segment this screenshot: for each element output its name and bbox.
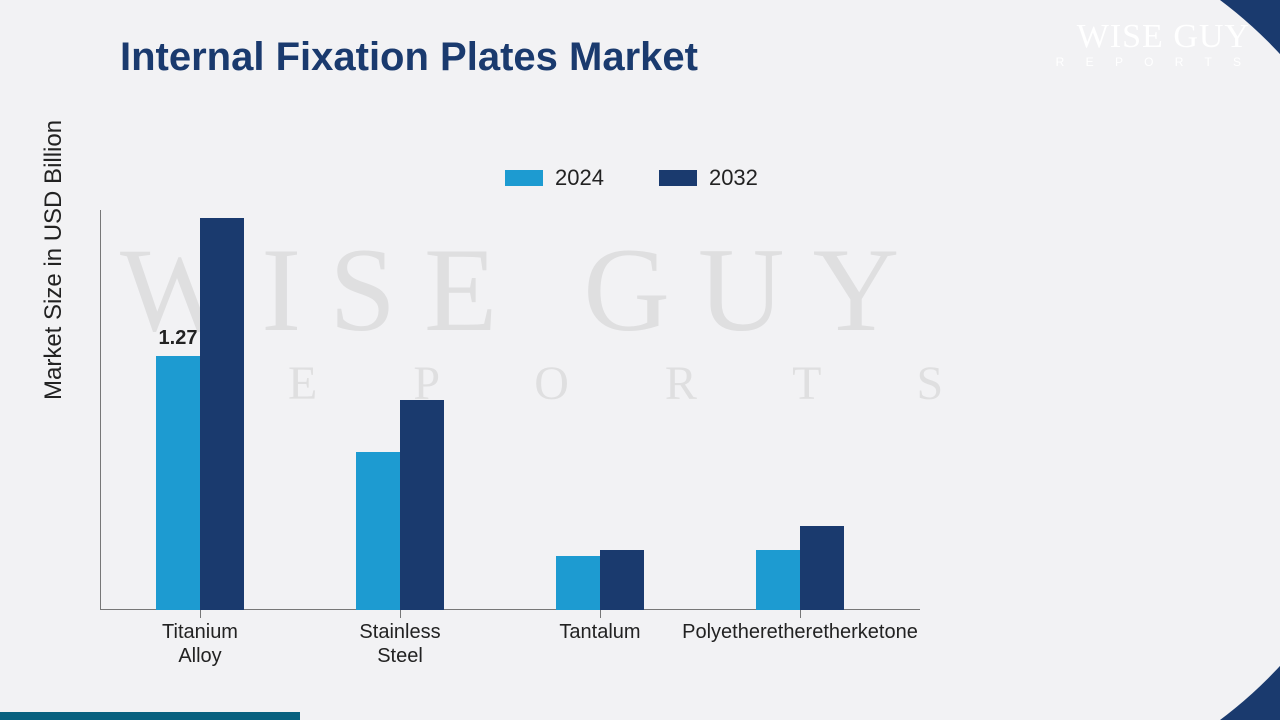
y-axis-label: Market Size in USD Billion bbox=[40, 120, 68, 400]
brand-logo-sub: R E P O R T S bbox=[1056, 56, 1250, 68]
bar-2032-2 bbox=[600, 550, 644, 610]
bar-2032-3 bbox=[800, 526, 844, 610]
x-tick bbox=[600, 610, 601, 618]
legend-item-2024: 2024 bbox=[505, 165, 604, 191]
bar-2024-3 bbox=[756, 550, 800, 610]
bar-2024-2 bbox=[556, 556, 600, 610]
accent-bar bbox=[0, 712, 300, 720]
brand-logo: WISE GUY R E P O R T S bbox=[1056, 20, 1250, 68]
page: WISE GUY R E P O R T S Internal Fixation… bbox=[0, 0, 1280, 720]
brand-logo-main: WISE GUY bbox=[1056, 20, 1250, 54]
legend-label-2032: 2032 bbox=[709, 165, 758, 191]
x-label: Tantalum bbox=[559, 620, 640, 644]
x-tick bbox=[400, 610, 401, 618]
bar-2032-1 bbox=[400, 400, 444, 610]
value-label: 1.27 bbox=[159, 327, 198, 350]
brand-panel bbox=[960, 0, 1280, 720]
bar-2024-0 bbox=[156, 356, 200, 610]
bar-2032-0 bbox=[200, 218, 244, 610]
legend: 2024 2032 bbox=[505, 165, 758, 191]
x-label: Stainless Steel bbox=[359, 620, 440, 668]
x-tick bbox=[800, 610, 801, 618]
y-axis-line bbox=[100, 210, 101, 610]
x-tick bbox=[200, 610, 201, 618]
chart-title: Internal Fixation Plates Market bbox=[120, 35, 698, 80]
x-label: Polyetheretheretherketone bbox=[682, 620, 918, 644]
legend-item-2032: 2032 bbox=[659, 165, 758, 191]
legend-swatch-2024 bbox=[505, 170, 543, 186]
legend-label-2024: 2024 bbox=[555, 165, 604, 191]
bar-2024-1 bbox=[356, 452, 400, 610]
chart-plot: Titanium AlloyStainless SteelTantalumPol… bbox=[100, 210, 920, 610]
x-label: Titanium Alloy bbox=[162, 620, 238, 668]
legend-swatch-2032 bbox=[659, 170, 697, 186]
